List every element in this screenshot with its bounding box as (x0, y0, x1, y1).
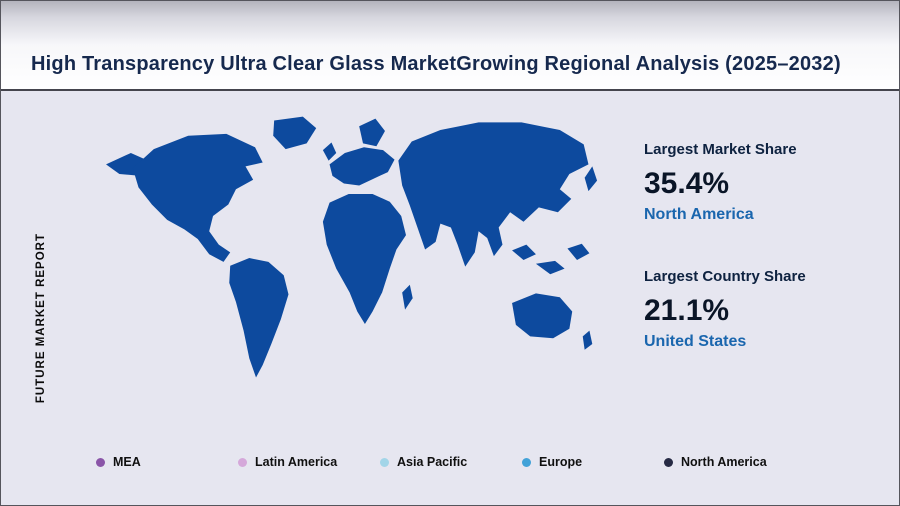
legend-item-north-america: North America (664, 455, 767, 469)
watermark-text: FUTURE MARKET REPORT (35, 233, 47, 404)
legend-item-latin-america: Latin America (238, 455, 380, 469)
landmass-australia (512, 293, 573, 339)
world-map (106, 116, 598, 378)
legend-item-mea: MEA (96, 455, 238, 469)
legend-label: Asia Pacific (397, 455, 468, 469)
landmass-indonesia-west (512, 244, 536, 260)
landmass-scandinavia (359, 118, 385, 147)
landmass-new-guinea (567, 243, 590, 260)
landmass-north-america (132, 133, 263, 262)
stat-value: 35.4% (644, 167, 730, 200)
legend-label: MEA (113, 455, 141, 469)
legend-item-asia-pacific: Asia Pacific (380, 455, 522, 469)
legend-item-europe: Europe (522, 455, 664, 469)
legend-dot-mea (96, 457, 105, 467)
stat-region: North America (644, 206, 754, 223)
landmass-uk (322, 142, 337, 161)
landmass-south-america (229, 258, 289, 378)
stat-region: United States (644, 333, 747, 350)
stat-country-share: Largest Country Share 21.1% United State… (644, 268, 889, 351)
landmass-japan (584, 166, 598, 192)
landmass-madagascar (402, 284, 413, 310)
continents (106, 116, 598, 378)
stat-value: 21.1% (644, 294, 730, 327)
landmass-asia (398, 122, 589, 267)
legend-dot-latin-america (238, 457, 247, 467)
legend: MEA Latin America Asia Pacific Europe No… (96, 455, 767, 469)
header-band: High Transparency Ultra Clear Glass Mark… (1, 1, 899, 91)
landmass-new-zealand (582, 330, 593, 350)
legend-label: North America (681, 455, 767, 469)
stat-label: Largest Market Share (644, 141, 797, 158)
landmass-greenland (273, 116, 317, 150)
page-title: High Transparency Ultra Clear Glass Mark… (31, 53, 841, 75)
stat-market-share: Largest Market Share 35.4% North America (644, 141, 889, 224)
stat-label: Largest Country Share (644, 268, 806, 285)
legend-label: Latin America (255, 455, 338, 469)
legend-label: Europe (539, 455, 583, 469)
legend-dot-asia-pacific (380, 457, 389, 467)
landmass-africa (322, 194, 406, 324)
legend-dot-europe (522, 457, 531, 467)
landmass-indonesia-east (535, 260, 565, 275)
landmass-europe (329, 147, 395, 186)
legend-dot-north-america (664, 457, 673, 467)
stats-panel: Largest Market Share 35.4% North America… (644, 141, 889, 351)
world-map-container (85, 91, 620, 406)
